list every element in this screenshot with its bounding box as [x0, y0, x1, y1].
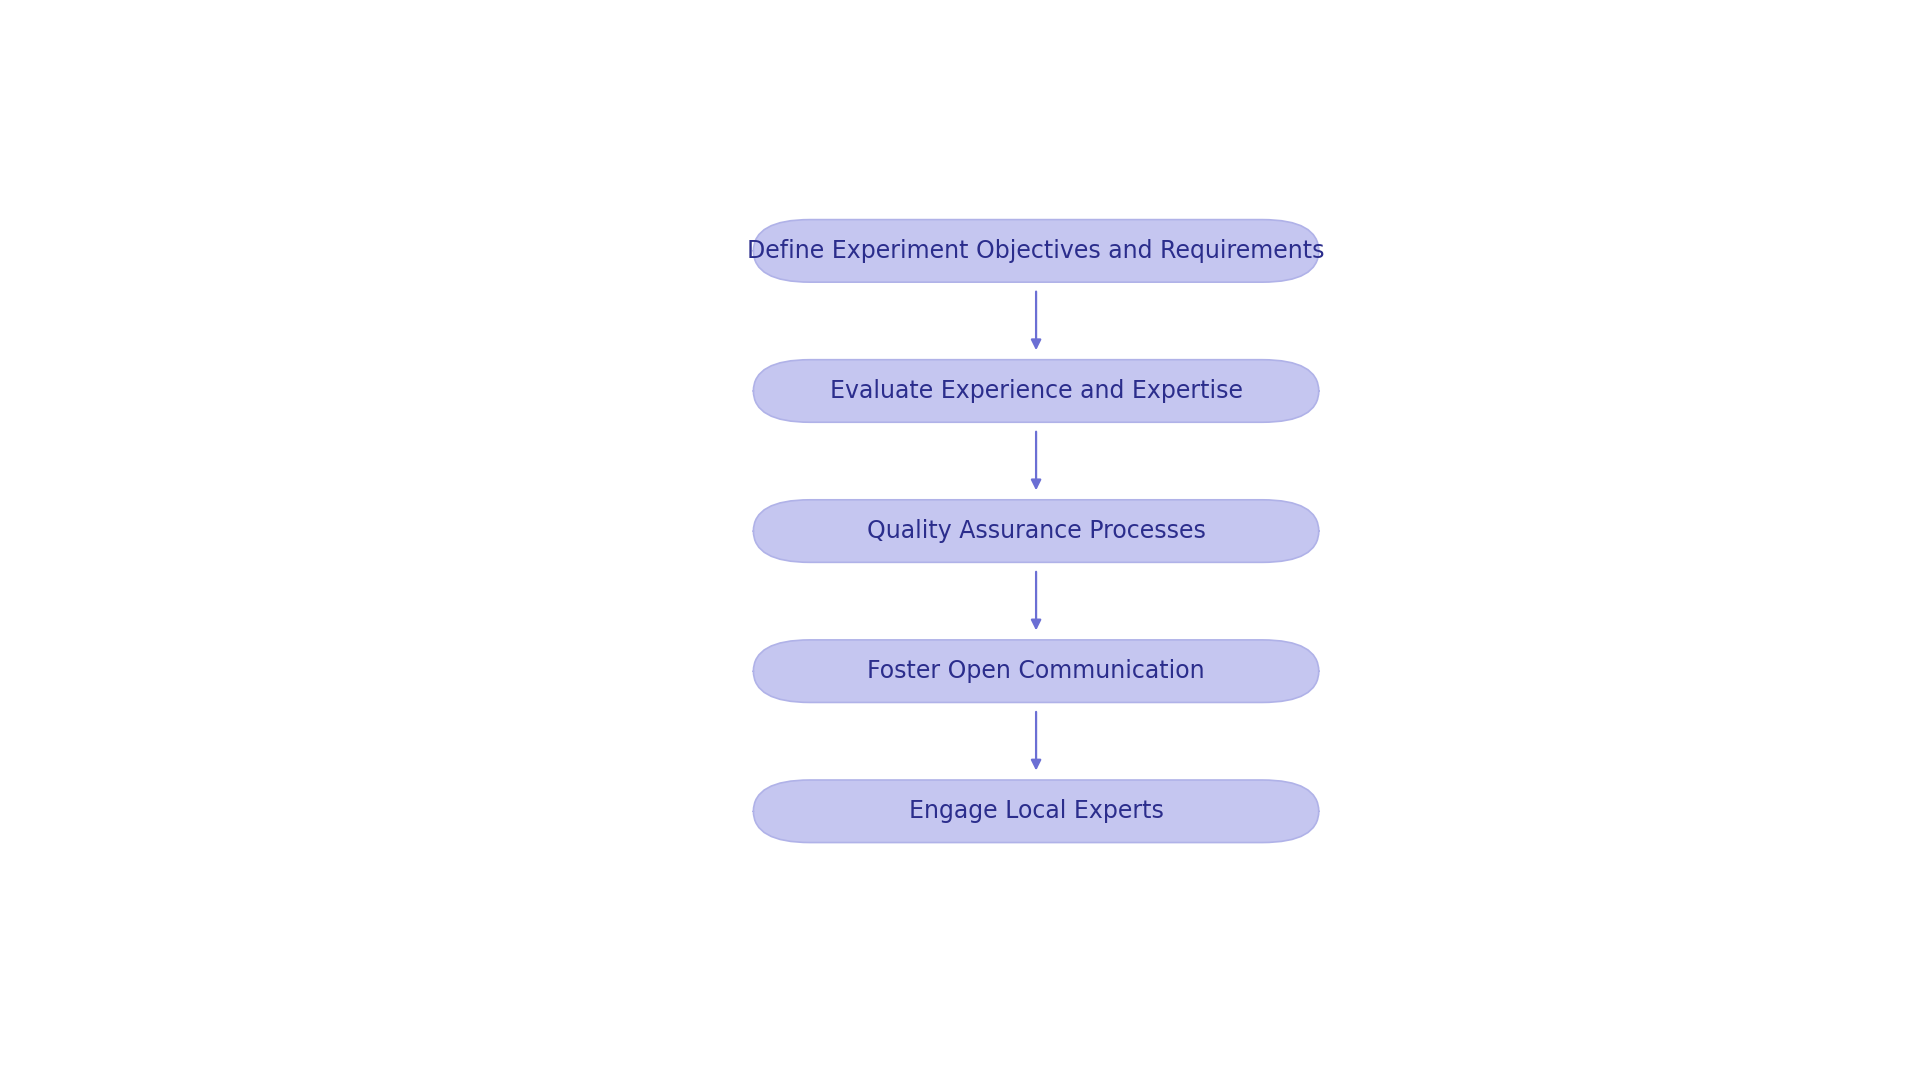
FancyBboxPatch shape [753, 499, 1319, 562]
FancyBboxPatch shape [753, 780, 1319, 843]
FancyBboxPatch shape [753, 640, 1319, 703]
Text: Foster Open Communication: Foster Open Communication [868, 660, 1206, 683]
Text: Quality Assurance Processes: Quality Assurance Processes [866, 519, 1206, 543]
Text: Define Experiment Objectives and Requirements: Define Experiment Objectives and Require… [747, 239, 1325, 263]
Text: Engage Local Experts: Engage Local Experts [908, 799, 1164, 823]
Text: Evaluate Experience and Expertise: Evaluate Experience and Expertise [829, 379, 1242, 403]
FancyBboxPatch shape [753, 220, 1319, 283]
FancyBboxPatch shape [753, 360, 1319, 422]
